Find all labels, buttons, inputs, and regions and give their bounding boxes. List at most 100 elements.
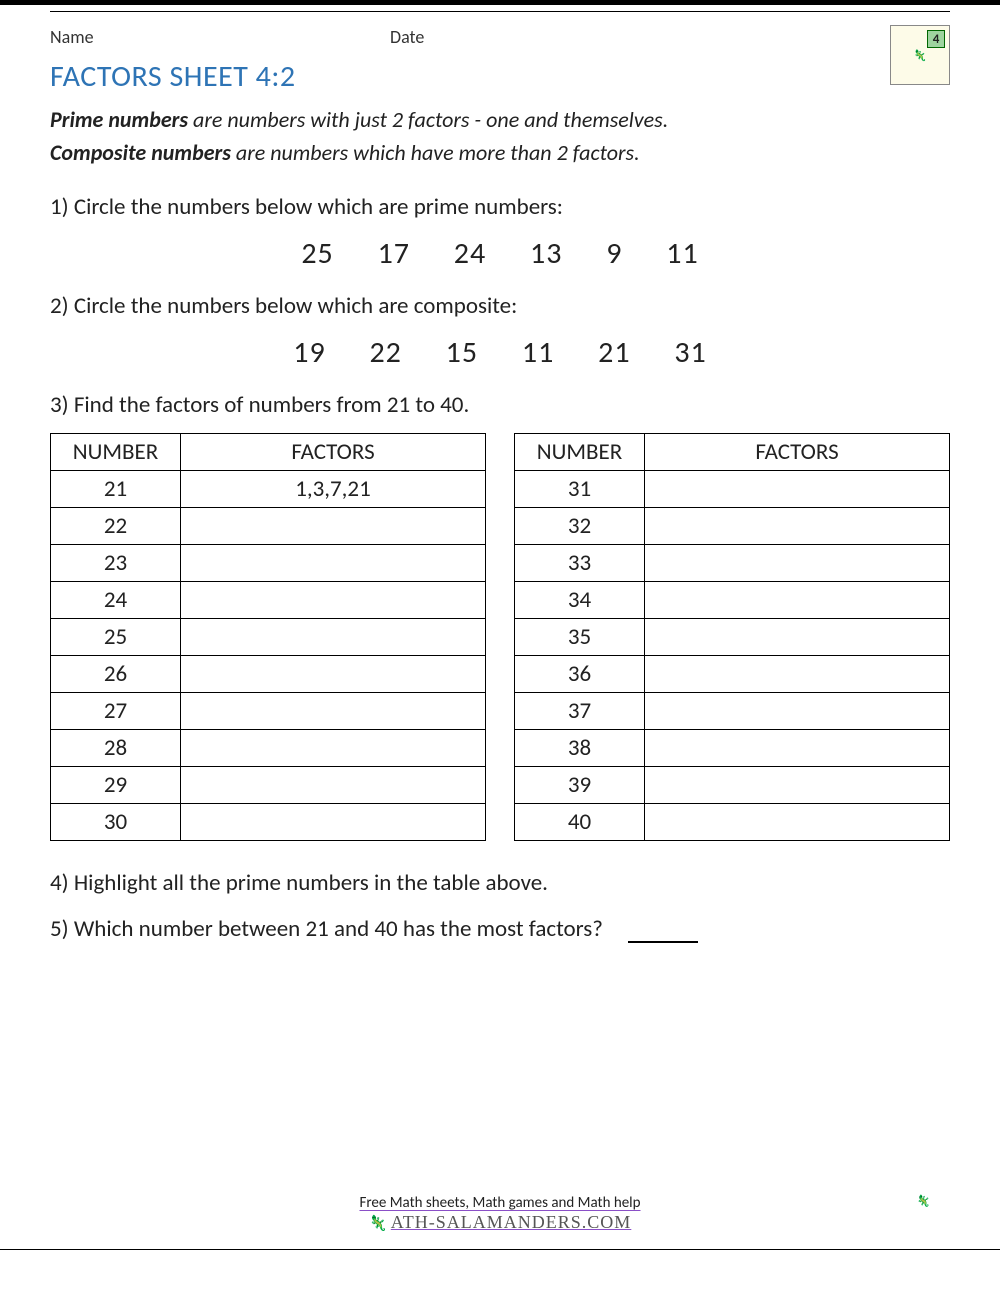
name-label: Name: [50, 26, 390, 48]
cell-factors: [181, 767, 486, 804]
cell-factors: [645, 804, 950, 841]
question-1: 1) Circle the numbers below which are pr…: [50, 193, 950, 221]
right-table-wrap: NUMBER FACTORS 31 32 33 34 35 36 37 38 3…: [514, 433, 950, 841]
q2-num: 21: [598, 334, 630, 371]
table-row: 39: [515, 767, 950, 804]
cell-factors: [181, 508, 486, 545]
footer-tagline: Free Math sheets, Math games and Math he…: [0, 1194, 1000, 1212]
worksheet-title: FACTORS SHEET 4:2: [50, 58, 950, 95]
cell-factors: [181, 730, 486, 767]
cell-number: 29: [51, 767, 181, 804]
cell-number: 32: [515, 508, 645, 545]
cell-factors: [645, 545, 950, 582]
q1-num: 11: [666, 235, 698, 272]
table-row: 32: [515, 508, 950, 545]
cell-number: 21: [51, 471, 181, 508]
cell-number: 28: [51, 730, 181, 767]
logo-icon: 🦎: [369, 1215, 388, 1233]
table-row: 31: [515, 471, 950, 508]
cell-number: 25: [51, 619, 181, 656]
question-5: 5) Which number between 21 and 40 has th…: [50, 915, 950, 943]
table-header-row: NUMBER FACTORS: [515, 434, 950, 471]
table-row: 23: [51, 545, 486, 582]
cell-number: 36: [515, 656, 645, 693]
answer-blank: [628, 941, 698, 943]
cell-number: 22: [51, 508, 181, 545]
salamander-icon: 🦎: [913, 49, 927, 62]
prime-definition: Prime numbers are numbers with just 2 fa…: [50, 103, 950, 136]
cell-factors: [181, 804, 486, 841]
table-row: 34: [515, 582, 950, 619]
cell-factors: [645, 767, 950, 804]
q1-numbers: 25 17 24 13 9 11: [50, 235, 950, 272]
cell-factors: [645, 508, 950, 545]
footer-site-row: 🦎 ATH-SALAMANDERS.COM: [0, 1212, 1000, 1233]
table-row: 29: [51, 767, 486, 804]
cell-number: 27: [51, 693, 181, 730]
header-factors: FACTORS: [645, 434, 950, 471]
definitions: Prime numbers are numbers with just 2 fa…: [50, 103, 950, 169]
table-row: 25: [51, 619, 486, 656]
question-4: 4) Highlight all the prime numbers in th…: [50, 869, 950, 897]
q1-num: 13: [530, 235, 562, 272]
header-number: NUMBER: [51, 434, 181, 471]
cell-factors: [645, 471, 950, 508]
table-row: 24: [51, 582, 486, 619]
grade-number: 4: [927, 30, 945, 48]
cell-number: 24: [51, 582, 181, 619]
prime-text: are numbers with just 2 factors - one an…: [188, 106, 668, 133]
cell-number: 37: [515, 693, 645, 730]
date-label: Date: [390, 26, 424, 48]
meta-row: Name Date: [50, 26, 950, 48]
question-3: 3) Find the factors of numbers from 21 t…: [50, 391, 950, 419]
header-factors: FACTORS: [181, 434, 486, 471]
cell-factors: 1,3,7,21: [181, 471, 486, 508]
q5-text: 5) Which number between 21 and 40 has th…: [50, 915, 603, 943]
cell-number: 26: [51, 656, 181, 693]
cell-factors: [181, 656, 486, 693]
cell-factors: [181, 582, 486, 619]
q1-num: 25: [301, 235, 333, 272]
cell-factors: [645, 656, 950, 693]
table-row: 33: [515, 545, 950, 582]
cell-factors: [181, 545, 486, 582]
cell-factors: [645, 730, 950, 767]
table-row: 211,3,7,21: [51, 471, 486, 508]
table-row: 38: [515, 730, 950, 767]
table-row: 27: [51, 693, 486, 730]
cell-factors: [645, 582, 950, 619]
cell-number: 23: [51, 545, 181, 582]
footer: Free Math sheets, Math games and Math he…: [0, 1194, 1000, 1233]
footer-site: ATH-SALAMANDERS.COM: [391, 1212, 632, 1232]
table-row: 35: [515, 619, 950, 656]
composite-definition: Composite numbers are numbers which have…: [50, 136, 950, 169]
cell-number: 30: [51, 804, 181, 841]
grade-badge: 🦎 4: [890, 25, 950, 85]
cell-number: 35: [515, 619, 645, 656]
table-row: 37: [515, 693, 950, 730]
cell-number: 38: [515, 730, 645, 767]
cell-factors: [645, 619, 950, 656]
table-row: 30: [51, 804, 486, 841]
left-table-wrap: NUMBER FACTORS 211,3,7,21 22 23 24 25 26…: [50, 433, 486, 841]
q1-num: 24: [454, 235, 486, 272]
composite-term: Composite numbers: [50, 139, 231, 166]
table-row: 28: [51, 730, 486, 767]
cell-number: 33: [515, 545, 645, 582]
cell-factors: [181, 693, 486, 730]
q1-num: 9: [606, 235, 622, 272]
q1-num: 17: [378, 235, 410, 272]
cell-number: 39: [515, 767, 645, 804]
q2-num: 22: [369, 334, 401, 371]
table-row: 22: [51, 508, 486, 545]
q2-num: 31: [674, 334, 706, 371]
cell-number: 40: [515, 804, 645, 841]
q2-num: 19: [293, 334, 325, 371]
cell-number: 31: [515, 471, 645, 508]
cell-factors: [645, 693, 950, 730]
q2-num: 11: [522, 334, 554, 371]
cell-number: 34: [515, 582, 645, 619]
header-number: NUMBER: [515, 434, 645, 471]
factors-table-left: NUMBER FACTORS 211,3,7,21 22 23 24 25 26…: [50, 433, 486, 841]
table-row: 36: [515, 656, 950, 693]
